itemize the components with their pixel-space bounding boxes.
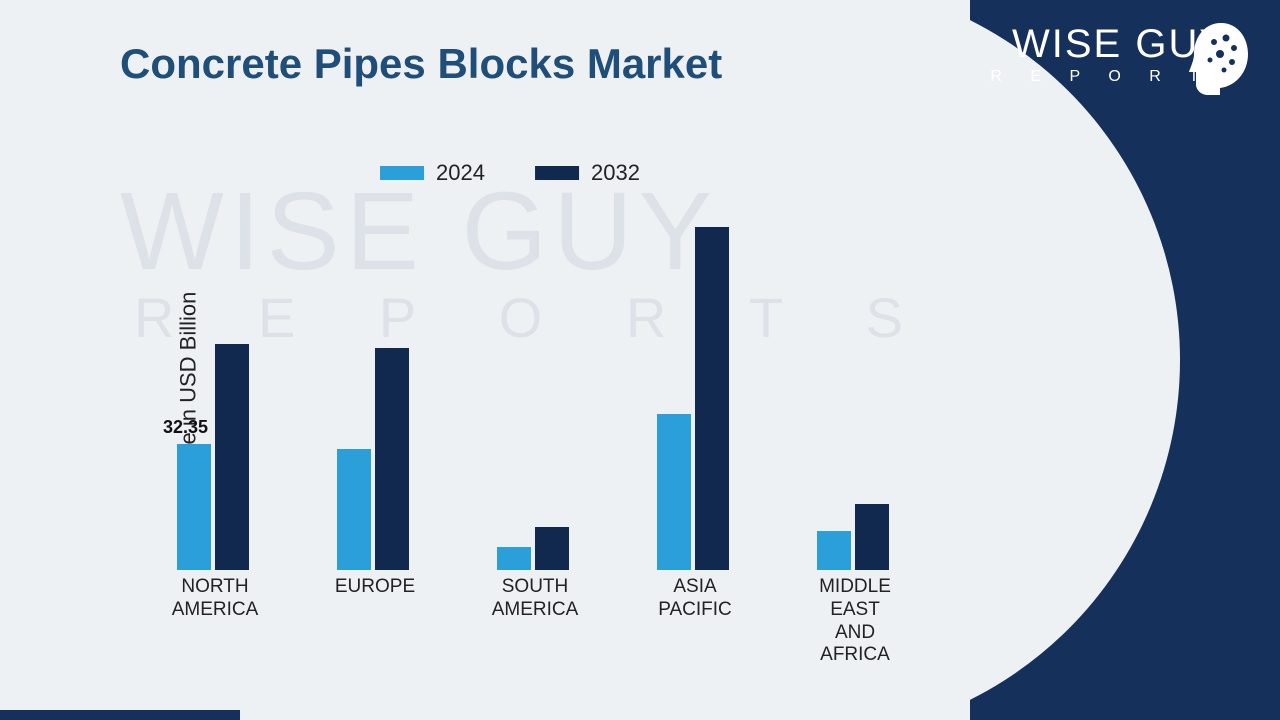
page-root: WISE GUY R E P O R T S WISE GUY R E P O … [0,0,1280,720]
bar-2024 [177,444,211,570]
right-sidebar [970,0,1280,720]
x-tick-label: MIDDLEEASTANDAFRICA [790,576,920,667]
plot-region: 32.35 [150,200,950,570]
bar-2032 [535,527,569,570]
legend-label-2032: 2032 [591,160,640,186]
legend-item-2024: 2024 [380,160,485,186]
footer-accent-bar [0,710,240,720]
legend: 2024 2032 [380,160,640,186]
bar-2032 [375,348,409,570]
bar-2024 [817,531,851,570]
bar-2032 [695,227,729,570]
legend-swatch-2024 [380,166,424,180]
brand-logo: WISE GUY R E P O R T S [990,24,1250,86]
x-tick-label: ASIAPACIFIC [630,576,760,622]
x-tick-label: SOUTHAMERICA [470,576,600,622]
bar-2024 [657,414,691,570]
legend-label-2024: 2024 [436,160,485,186]
chart-title: Concrete Pipes Blocks Market [120,40,722,88]
x-tick-label: NORTHAMERICA [150,576,280,622]
legend-swatch-2032 [535,166,579,180]
bar-2024 [497,547,531,570]
chart-area: Market Size in USD Billion 2024 2032 32.… [60,160,960,680]
legend-item-2032: 2032 [535,160,640,186]
bar-2032 [855,504,889,570]
bar-2032 [215,344,249,570]
x-tick-label: EUROPE [310,576,440,599]
bar-value-label: 32.35 [163,417,208,438]
head-icon [1186,20,1256,100]
bar-2024 [337,449,371,570]
